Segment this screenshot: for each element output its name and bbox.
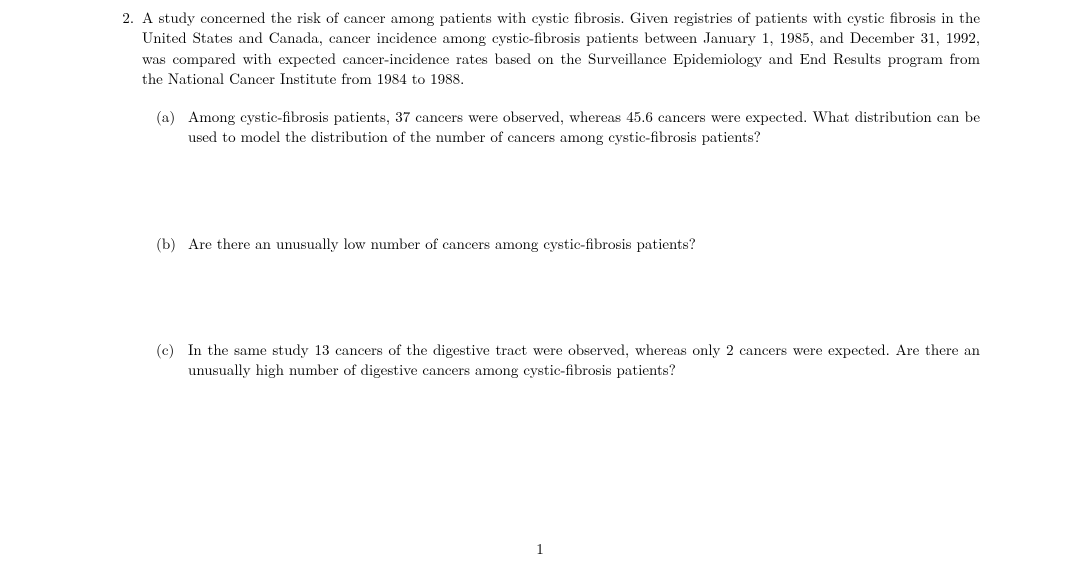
subproblem-c: (c) In the same study 13 cancers of the … [156, 340, 980, 381]
subproblem-a-text: Among cystic-fibrosis patients, 37 cance… [188, 107, 980, 148]
problem-body: A study concerned the risk of cancer amo… [142, 8, 980, 380]
problem-2: 2. A study concerned the risk of cancer … [100, 8, 980, 380]
problem-number: 2. [100, 8, 142, 380]
document-content: 2. A study concerned the risk of cancer … [0, 0, 1080, 380]
subproblem-a-label: (a) [156, 107, 188, 148]
subproblem-a: (a) Among cystic-fibrosis patients, 37 c… [156, 107, 980, 148]
subproblem-c-text: In the same study 13 cancers of the dige… [188, 340, 980, 381]
subproblem-b-label: (b) [156, 234, 188, 254]
subproblem-b-text: Are there an unusually low number of can… [188, 234, 980, 254]
answer-space-a [142, 148, 980, 216]
subproblem-b: (b) Are there an unusually low number of… [156, 234, 980, 254]
answer-space-b [142, 254, 980, 322]
problem-intro: A study concerned the risk of cancer amo… [142, 8, 980, 89]
subproblem-c-label: (c) [156, 340, 188, 381]
page-number: 1 [0, 539, 1080, 559]
